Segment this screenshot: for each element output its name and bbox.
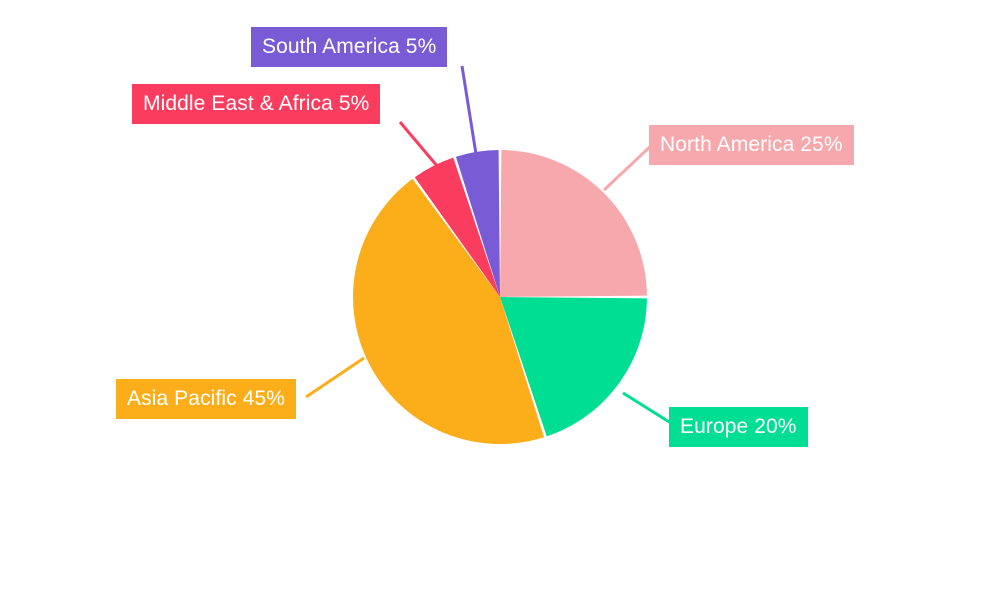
pie-slice[interactable] (500, 150, 647, 297)
slice-label[interactable]: Middle East & Africa 5% (132, 84, 381, 124)
leader-line (305, 356, 365, 399)
leader-line (398, 121, 445, 174)
slice-label[interactable]: Europe 20% (669, 407, 808, 447)
pie-slice[interactable] (455, 150, 500, 297)
pie-slices (353, 150, 647, 444)
leader-line (622, 391, 675, 427)
slice-label[interactable]: South America 5% (251, 27, 448, 67)
leader-line (460, 65, 478, 155)
pie-slice[interactable] (353, 178, 545, 444)
slice-label[interactable]: North America 25% (649, 125, 854, 165)
leader-lines (305, 65, 675, 427)
leader-line (602, 141, 656, 192)
slice-label[interactable]: Asia Pacific 45% (116, 379, 297, 419)
pie-slice[interactable] (414, 157, 500, 297)
pie-slice[interactable] (500, 297, 647, 437)
